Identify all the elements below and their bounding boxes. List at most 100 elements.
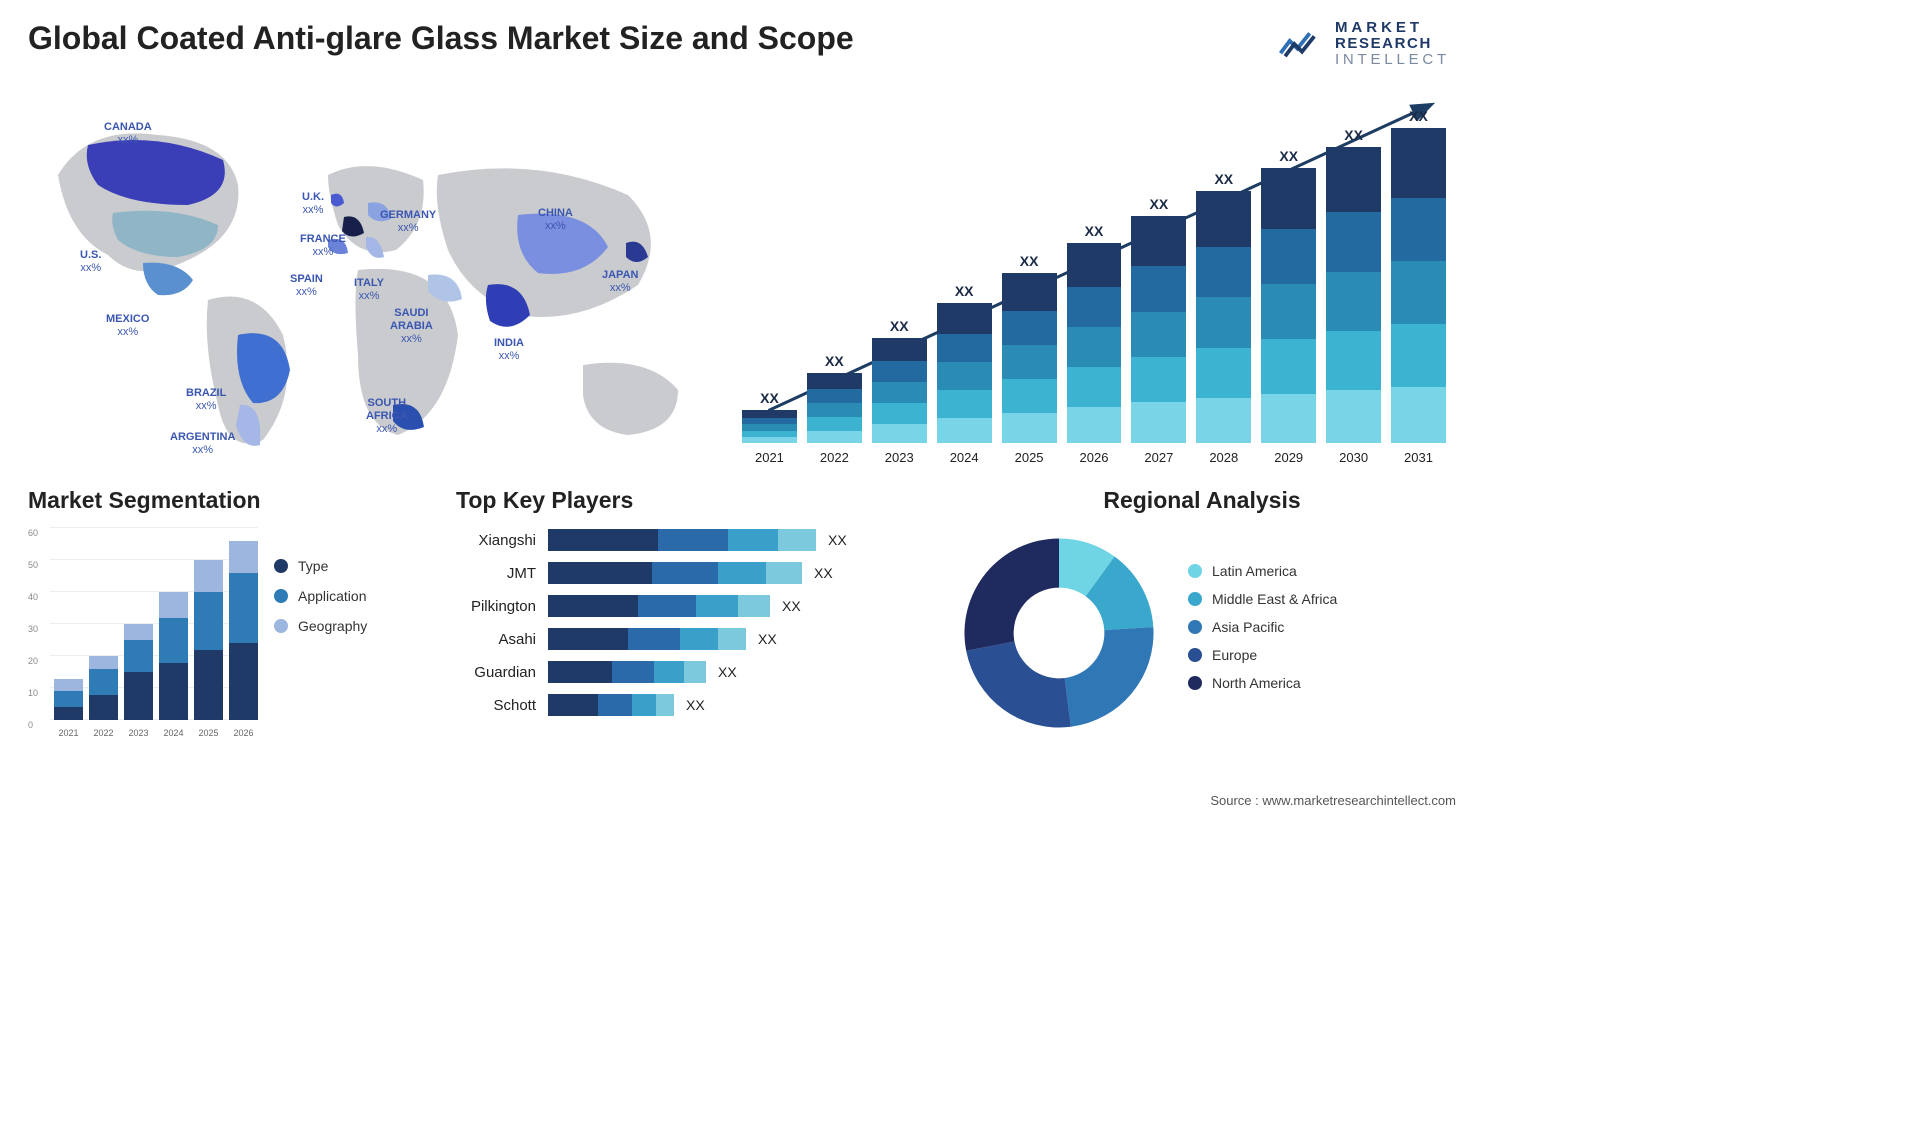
segmentation-xaxis-label: 2021 [54, 728, 83, 738]
growth-bar: XX [807, 353, 862, 443]
growth-bar-segment [1196, 191, 1251, 246]
keyplayer-bar-segment [548, 562, 652, 584]
growth-bar-label: XX [825, 353, 844, 369]
growth-bar-segment [1391, 324, 1446, 387]
regional-legend-item: Asia Pacific [1188, 619, 1337, 635]
keyplayer-row: JMTXX [456, 561, 926, 585]
growth-bar-segment [1326, 212, 1381, 271]
keyplayer-bar-segment [680, 628, 718, 650]
growth-bar-segment [937, 390, 992, 418]
growth-bar-segment [872, 361, 927, 382]
keyplayer-row: XiangshiXX [456, 528, 926, 552]
segmentation-chart: 0102030405060202120222023202420252026 [28, 528, 258, 738]
map-label: SPAINxx% [290, 273, 323, 298]
growth-bar-segment [1196, 247, 1251, 297]
growth-bar-label: XX [1344, 127, 1363, 143]
legend-label: Latin America [1212, 563, 1297, 579]
keyplayer-value: XX [828, 532, 847, 548]
growth-bar-segment [872, 338, 927, 361]
growth-bar-segment [937, 303, 992, 334]
keyplayer-bar [548, 661, 706, 683]
growth-bar-segment [1002, 413, 1057, 444]
keyplayer-bar-segment [658, 529, 728, 551]
keyplayer-value: XX [782, 598, 801, 614]
growth-bar-segment [1131, 402, 1186, 443]
keyplayer-bar-segment [548, 595, 638, 617]
segmentation-xaxis-label: 2026 [229, 728, 258, 738]
growth-bar-segment [1131, 357, 1186, 402]
segmentation-bar-segment [194, 560, 223, 592]
seg-ytick: 40 [28, 592, 38, 602]
keyplayer-bar-segment [656, 694, 674, 716]
segmentation-legend-item: Type [274, 558, 428, 574]
segmentation-bar [229, 541, 258, 720]
regional-legend: Latin America Middle East & Africa Asia Pa… [1188, 563, 1337, 703]
growth-bar-segment [1196, 398, 1251, 443]
segmentation-bar-segment [124, 672, 153, 720]
segmentation-bar-segment [54, 691, 83, 707]
growth-bar-segment [1261, 339, 1316, 394]
keyplayer-bar-segment [598, 694, 632, 716]
regional-legend-item: Europe [1188, 647, 1337, 663]
segmentation-bar [124, 624, 153, 720]
growth-bar-segment [1196, 348, 1251, 398]
keyplayers-chart: XiangshiXXJMTXXPilkingtonXXAsahiXXGuardi… [456, 528, 926, 717]
growth-bar-label: XX [1085, 223, 1104, 239]
segmentation-xaxis-label: 2022 [89, 728, 118, 738]
segmentation-bar-segment [194, 650, 223, 720]
keyplayers-panel: Top Key Players XiangshiXXJMTXXPilkingto… [456, 487, 926, 738]
regional-panel: Regional Analysis Latin AmericaMiddle Ea… [954, 487, 1450, 738]
growth-bar-segment [1261, 284, 1316, 339]
map-label: MEXICOxx% [106, 313, 149, 338]
growth-bar-segment [937, 362, 992, 390]
donut-slice [1065, 627, 1154, 727]
keyplayer-bar-segment [628, 628, 680, 650]
logo-line3: INTELLECT [1335, 52, 1450, 68]
seg-ytick: 20 [28, 656, 38, 666]
growth-bar-label: XX [1409, 108, 1428, 124]
keyplayer-bar-segment [654, 661, 684, 683]
growth-bar-segment [1261, 394, 1316, 444]
keyplayer-row: AsahiXX [456, 627, 926, 651]
segmentation-bar-segment [159, 663, 188, 721]
legend-label: Middle East & Africa [1212, 591, 1337, 607]
legend-label: Application [298, 588, 367, 604]
keyplayer-bar-segment [696, 595, 738, 617]
growth-xaxis-label: 2023 [872, 450, 927, 465]
map-label: GERMANYxx% [380, 209, 436, 234]
keyplayer-bar-segment [778, 529, 816, 551]
map-label: CHINAxx% [538, 207, 573, 232]
keyplayer-bar-segment [548, 694, 598, 716]
growth-bar-segment [1002, 273, 1057, 310]
growth-bar-segment [1067, 327, 1122, 367]
keyplayer-bar-segment [684, 661, 706, 683]
keyplayer-bar-segment [548, 661, 612, 683]
logo-line2: RESEARCH [1335, 36, 1450, 52]
legend-dot-icon [1188, 648, 1202, 662]
growth-bar-segment [1002, 345, 1057, 379]
growth-xaxis-label: 2024 [937, 450, 992, 465]
keyplayer-row: SchottXX [456, 693, 926, 717]
legend-dot-icon [1188, 564, 1202, 578]
donut-slice [966, 642, 1071, 728]
map-label: U.K.xx% [302, 191, 324, 216]
segmentation-bar-segment [159, 592, 188, 618]
map-label: INDIAxx% [494, 337, 524, 362]
keyplayer-value: XX [718, 664, 737, 680]
keyplayer-value: XX [758, 631, 777, 647]
segmentation-bar-segment [54, 707, 83, 720]
segmentation-xaxis-label: 2025 [194, 728, 223, 738]
legend-label: Asia Pacific [1212, 619, 1284, 635]
growth-bar: XX [937, 283, 992, 443]
keyplayer-bar-segment [718, 628, 746, 650]
growth-xaxis-label: 2022 [807, 450, 862, 465]
keyplayer-bar-segment [738, 595, 770, 617]
keyplayer-bar [548, 595, 770, 617]
keyplayer-bar-segment [766, 562, 802, 584]
growth-bar: XX [1391, 108, 1446, 443]
segmentation-legend-item: Application [274, 588, 428, 604]
legend-dot-icon [1188, 620, 1202, 634]
growth-bar-segment [742, 418, 797, 425]
growth-bar-segment [1131, 216, 1186, 266]
growth-bar-segment [742, 410, 797, 417]
